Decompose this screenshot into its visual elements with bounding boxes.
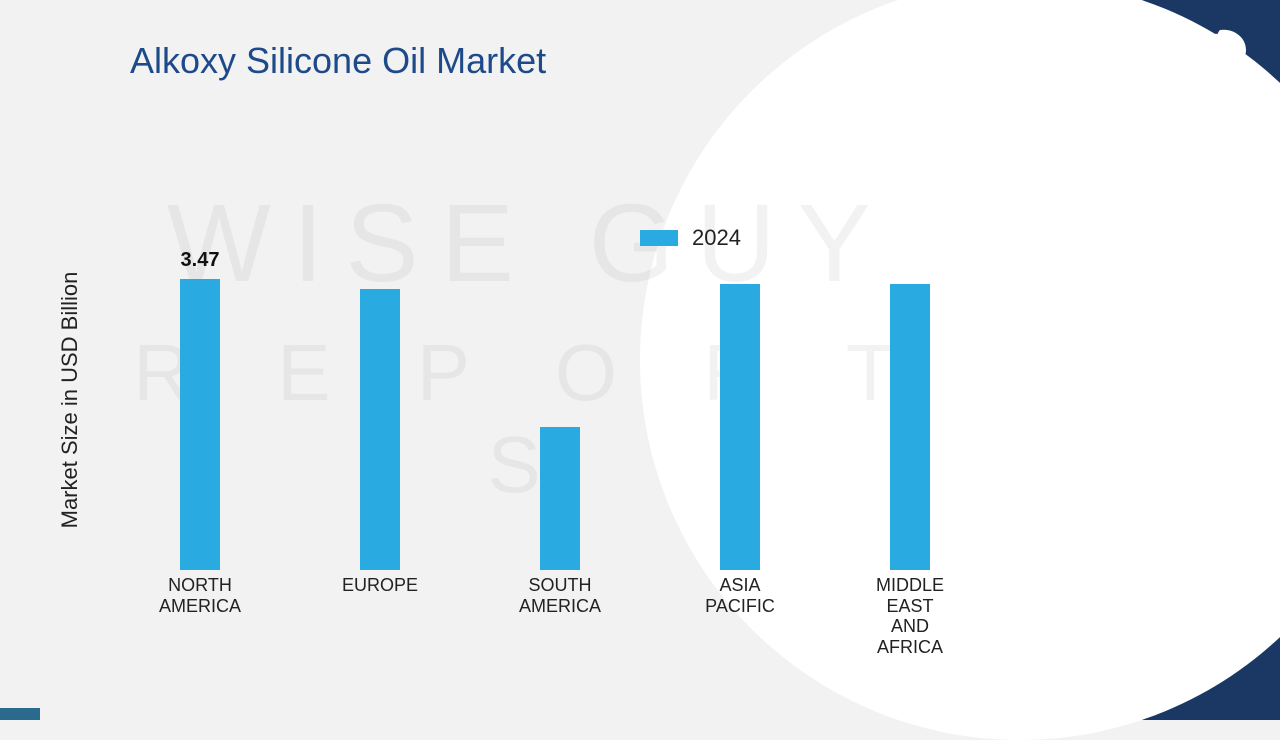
bar-group <box>540 427 580 570</box>
bar-group <box>360 289 400 570</box>
x-axis-category-label: EUROPE <box>310 575 450 596</box>
bar <box>890 284 930 570</box>
bar <box>540 427 580 570</box>
chart-plot: 3.47 <box>120 150 920 570</box>
x-axis-category-label: ASIAPACIFIC <box>670 575 810 616</box>
logo-text-line2: R E P O R T S <box>1015 68 1250 84</box>
y-axis-label: Market Size in USD Billion <box>57 272 83 529</box>
logo-text-line1: WISE GUY <box>1015 30 1188 63</box>
logo-head-icon <box>1206 26 1250 70</box>
bar-value-label: 3.47 <box>140 249 260 272</box>
x-axis-category-label: NORTHAMERICA <box>130 575 270 616</box>
x-axis-category-label: SOUTHAMERICA <box>490 575 630 616</box>
x-axis-category-label: MIDDLEEASTANDAFRICA <box>840 575 980 658</box>
bar <box>720 284 760 570</box>
brand-logo: WISE GUY R E P O R T S <box>1015 26 1250 84</box>
chart-title: Alkoxy Silicone Oil Market <box>130 40 546 82</box>
bar <box>180 279 220 570</box>
chart-area: Market Size in USD Billion 2024 3.47 NOR… <box>100 150 920 650</box>
x-axis-labels: NORTHAMERICA EUROPE SOUTHAMERICA ASIAPACIFI… <box>120 575 920 655</box>
bar <box>360 289 400 570</box>
bar-group <box>890 284 930 570</box>
bar-group: 3.47 <box>180 279 220 570</box>
bar-group <box>720 284 760 570</box>
bottom-edge-accent <box>0 708 40 720</box>
